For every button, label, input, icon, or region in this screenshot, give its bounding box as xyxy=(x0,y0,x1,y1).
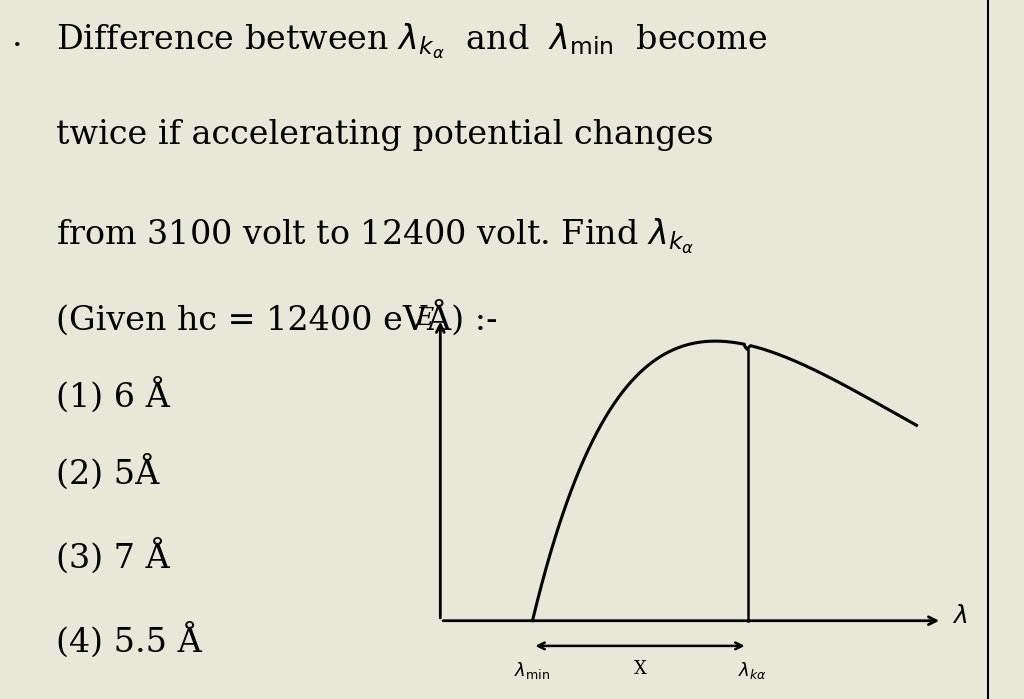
Text: (2) 5Å: (2) 5Å xyxy=(56,454,160,491)
Text: $\lambda_{k\alpha}$: $\lambda_{k\alpha}$ xyxy=(738,660,767,681)
Text: X: X xyxy=(634,660,646,678)
Text: .: . xyxy=(12,21,23,53)
Text: from 3100 volt to 12400 volt. Find $\lambda_{k_{\alpha}}$: from 3100 volt to 12400 volt. Find $\lam… xyxy=(56,217,694,257)
Text: twice if accelerating potential changes: twice if accelerating potential changes xyxy=(56,119,714,151)
Text: Difference between $\lambda_{k_{\alpha}}$  and  $\lambda_{\mathrm{min}}$  become: Difference between $\lambda_{k_{\alpha}}… xyxy=(56,21,768,61)
Text: (1) 6 Å: (1) 6 Å xyxy=(56,377,170,414)
Text: $\lambda$: $\lambda$ xyxy=(952,605,968,628)
Text: $\lambda_{\mathrm{min}}$: $\lambda_{\mathrm{min}}$ xyxy=(514,660,551,681)
Text: (3) 7 Å: (3) 7 Å xyxy=(56,538,170,575)
Text: (Given hc = 12400 eVÅ) :-: (Given hc = 12400 eVÅ) :- xyxy=(56,301,498,337)
Text: (4) 5.5 Å: (4) 5.5 Å xyxy=(56,622,202,658)
Text: E: E xyxy=(416,308,434,330)
